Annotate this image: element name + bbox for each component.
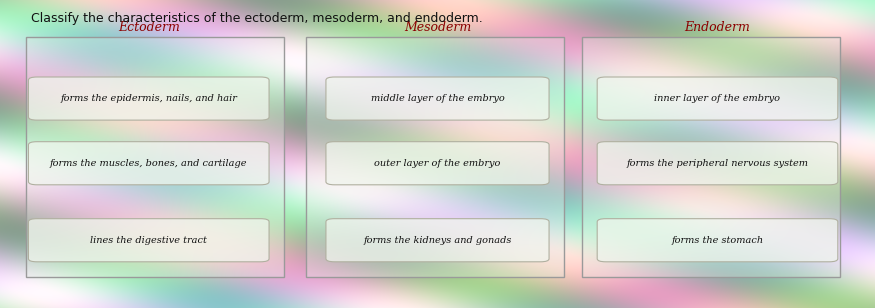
FancyBboxPatch shape (597, 142, 837, 185)
Text: lines the digestive tract: lines the digestive tract (90, 236, 207, 245)
FancyBboxPatch shape (326, 219, 550, 262)
FancyBboxPatch shape (326, 142, 550, 185)
Text: inner layer of the embryo: inner layer of the embryo (654, 94, 780, 103)
FancyBboxPatch shape (29, 77, 270, 120)
FancyBboxPatch shape (326, 77, 550, 120)
FancyBboxPatch shape (582, 37, 840, 277)
FancyBboxPatch shape (26, 37, 284, 277)
Text: forms the muscles, bones, and cartilage: forms the muscles, bones, and cartilage (50, 159, 248, 168)
FancyBboxPatch shape (597, 77, 837, 120)
Text: Mesoderm: Mesoderm (404, 21, 471, 34)
Text: outer layer of the embryo: outer layer of the embryo (374, 159, 500, 168)
Text: forms the epidermis, nails, and hair: forms the epidermis, nails, and hair (60, 94, 237, 103)
Text: forms the kidneys and gonads: forms the kidneys and gonads (363, 236, 512, 245)
Text: forms the peripheral nervous system: forms the peripheral nervous system (626, 159, 808, 168)
FancyBboxPatch shape (597, 219, 837, 262)
FancyBboxPatch shape (29, 219, 270, 262)
FancyBboxPatch shape (306, 37, 564, 277)
FancyBboxPatch shape (29, 142, 270, 185)
Text: Ectoderm: Ectoderm (118, 21, 179, 34)
Text: middle layer of the embryo: middle layer of the embryo (371, 94, 504, 103)
Text: forms the stomach: forms the stomach (671, 236, 764, 245)
Text: Classify the characteristics of the ectoderm, mesoderm, and endoderm.: Classify the characteristics of the ecto… (31, 12, 482, 25)
Text: Endoderm: Endoderm (684, 21, 751, 34)
